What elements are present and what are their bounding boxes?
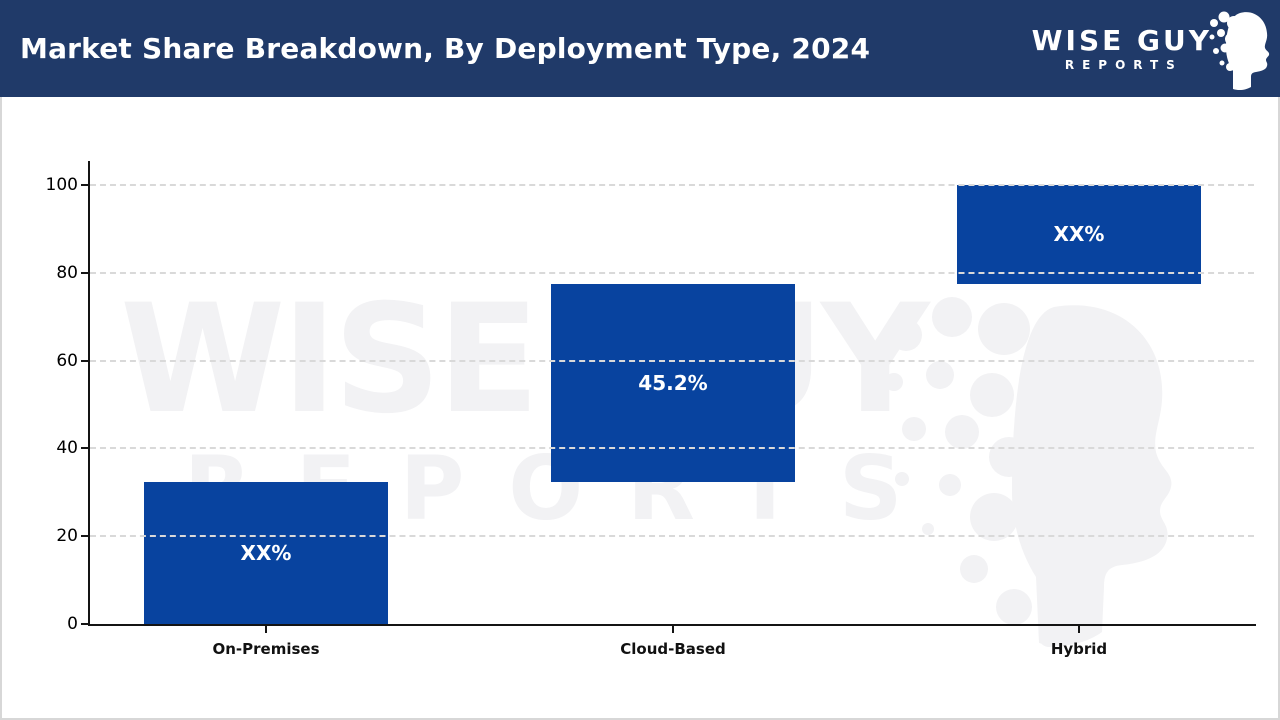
bar-hybrid	[957, 185, 1201, 284]
brand-logo: WISE GUY REPORTS	[1032, 6, 1272, 92]
x-tick-3	[1078, 626, 1080, 633]
y-tick-label: 40	[56, 438, 78, 459]
x-category-label: Cloud-Based	[620, 640, 726, 658]
y-tick-60	[81, 359, 90, 362]
header: Market Share Breakdown, By Deployment Ty…	[0, 0, 1280, 97]
y-tick-label: 100	[45, 175, 78, 195]
gridline-80	[90, 271, 1254, 274]
y-tick-label: 80	[56, 262, 78, 283]
gridline-100	[90, 184, 1254, 186]
y-tick-40	[81, 447, 90, 450]
x-axis-line	[88, 624, 1256, 626]
gridline-40	[90, 447, 1254, 450]
y-tick-80	[81, 271, 90, 274]
x-tick-1	[265, 626, 267, 633]
y-axis-line	[88, 161, 90, 626]
page-title: Market Share Breakdown, By Deployment Ty…	[20, 32, 871, 65]
y-tick-0	[81, 623, 90, 625]
x-category-label: On-Premises	[212, 640, 320, 658]
logo-wordmark: WISE GUY	[1031, 23, 1212, 57]
bar-value-label: XX%	[1053, 222, 1105, 247]
brand-logo-text: WISE GUY REPORTS	[1031, 23, 1212, 73]
y-tick-100	[81, 184, 90, 186]
y-tick-label: 60	[56, 350, 78, 371]
y-tick-label: 0	[67, 614, 78, 634]
watermark-face-icon	[885, 297, 1172, 647]
y-tick-20	[81, 535, 90, 538]
gridline-60	[90, 359, 1254, 362]
bar-on-premises	[144, 482, 388, 624]
x-category-label: Hybrid	[1050, 640, 1108, 658]
gridline-20	[90, 535, 1254, 538]
bar-value-label: 45.2%	[638, 370, 708, 395]
chart-area: WISE GUY REPORTS 0 20 40 60 80 100 XX% On-Premi…	[0, 97, 1280, 720]
logo-subtext: REPORTS	[1064, 58, 1183, 73]
y-tick-label: 20	[56, 526, 78, 547]
x-tick-2	[672, 626, 674, 633]
logo-face-icon	[1209, 11, 1270, 91]
bar-value-label: XX%	[240, 541, 292, 566]
